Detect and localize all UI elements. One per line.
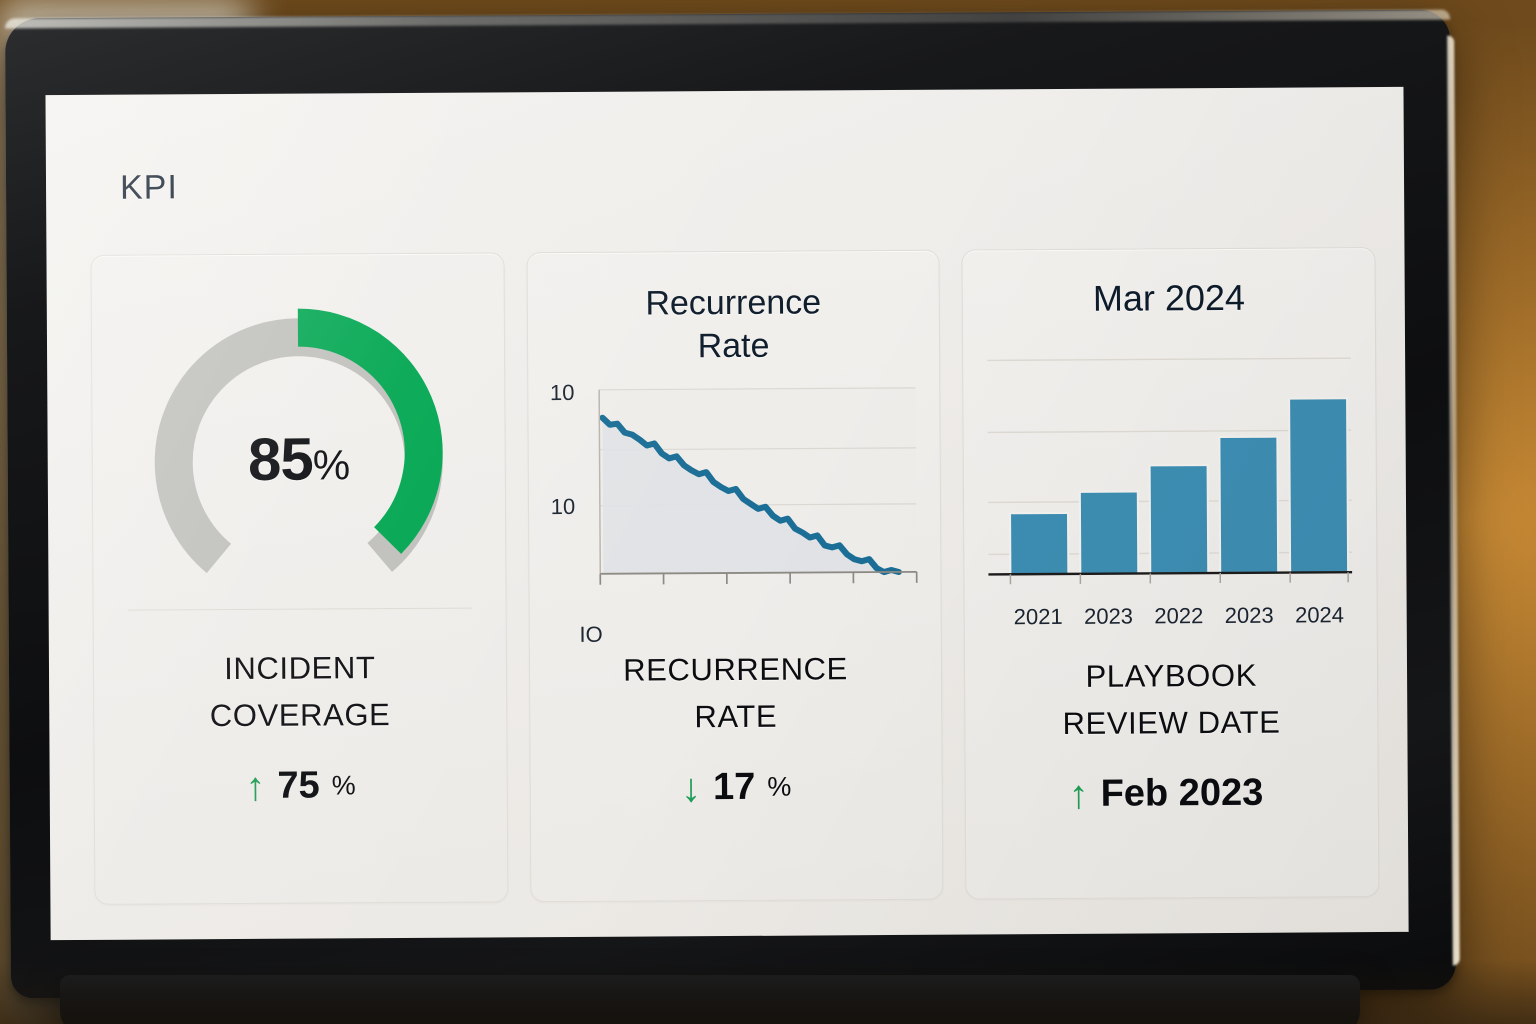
kpi-card-recurrence-rate[interactable]: Recurrence Rate 10 10 IO (526, 249, 944, 903)
x-axis-label: IO (579, 621, 603, 647)
metric-label-line1: INCIDENT (224, 650, 376, 687)
arrow-down-icon: ↓ (680, 765, 702, 810)
kpi-card-incident-coverage[interactable]: 85% INCIDENT COVERAGE ↑ 75 % (90, 252, 509, 905)
gridline (987, 357, 1352, 362)
lid-right-edge (1447, 35, 1460, 966)
chart-title-playbook: Mar 2024 (1092, 276, 1246, 319)
card-footer-incident-coverage: INCIDENT COVERAGE ↑ 75 % (110, 608, 491, 883)
delta-unit: % (767, 771, 792, 802)
metric-label-line2: COVERAGE (209, 696, 391, 733)
x-tick-label: 2024 (1294, 602, 1345, 628)
bar-chart-svg (987, 357, 1353, 585)
y-axis (598, 389, 601, 574)
x-axis (988, 571, 1353, 576)
bar-x-axis-labels: 2021 2023 2022 2023 2024 (1003, 602, 1355, 630)
card-footer-playbook-review-date: PLAYBOOK REVIEW DATE ↑ Feb 2023 (981, 590, 1362, 878)
chart-title-line2: Rate (697, 326, 770, 365)
chart-title-line1: Recurrence (645, 283, 822, 323)
page-title: KPI (119, 168, 178, 207)
y-tick-label-bottom: 10 (550, 493, 576, 520)
bar-chart: 2021 2023 2022 2023 2024 (979, 340, 1360, 629)
metric-label: PLAYBOOK REVIEW DATE (1062, 653, 1280, 747)
line-series (598, 414, 902, 576)
delta-indicator: ↑ Feb 2023 (1068, 771, 1275, 817)
gauge-chart: 85% (108, 271, 490, 603)
arrow-up-icon: ↑ (1068, 772, 1089, 817)
chart-title-recurrence: Recurrence Rate (543, 269, 923, 368)
gridline (598, 387, 916, 391)
metric-label: RECURRENCE RATE (623, 646, 848, 740)
bar (1288, 397, 1350, 574)
card-footer-recurrence-rate: RECURRENCE RATE ↓ 17 % (545, 612, 926, 881)
gauge-svg (154, 308, 443, 574)
bar (1218, 435, 1280, 575)
metric-label-line2: RATE (694, 698, 778, 734)
x-tick-label: 2023 (1083, 603, 1134, 629)
gauge-value-text: 85% (109, 423, 489, 494)
x-axis (599, 570, 917, 575)
line-chart: 10 10 IO (544, 379, 925, 647)
line-chart-svg (598, 387, 918, 585)
kpi-card-grid: 85% INCIDENT COVERAGE ↑ 75 % (90, 247, 1380, 905)
delta-unit: % (331, 770, 356, 801)
x-tick-label: 2023 (1224, 602, 1274, 628)
metric-label-line1: RECURRENCE (623, 651, 848, 688)
gauge-value-unit: % (312, 441, 350, 489)
delta-indicator: ↑ 75 % (245, 764, 356, 808)
metric-label-line2: REVIEW DATE (1062, 704, 1281, 741)
metric-label: INCIDENT COVERAGE (209, 645, 391, 739)
y-tick-label-top: 10 (549, 379, 575, 406)
metric-label-line1: PLAYBOOK (1085, 657, 1258, 694)
gauge-value-number: 85 (247, 425, 313, 493)
kpi-card-playbook-review-date[interactable]: Mar 2024 (961, 247, 1380, 900)
delta-indicator: ↓ 17 % (681, 766, 792, 810)
gauge-value-arc (297, 308, 443, 554)
laptop-lid: KPI 85% (5, 9, 1460, 999)
bar (1148, 464, 1210, 575)
x-tick-label: 2021 (1013, 603, 1063, 630)
laptop-base (60, 975, 1360, 1024)
lid-top-highlight (5, 9, 1451, 29)
bar (1079, 490, 1140, 575)
delta-value: 17 (712, 765, 756, 809)
delta-value: 75 (277, 764, 320, 807)
arrow-up-icon: ↑ (245, 764, 266, 809)
bar (1009, 511, 1070, 576)
laptop-screen: KPI 85% (45, 86, 1409, 941)
x-tick-label: 2022 (1154, 603, 1204, 629)
delta-value: Feb 2023 (1100, 771, 1264, 815)
